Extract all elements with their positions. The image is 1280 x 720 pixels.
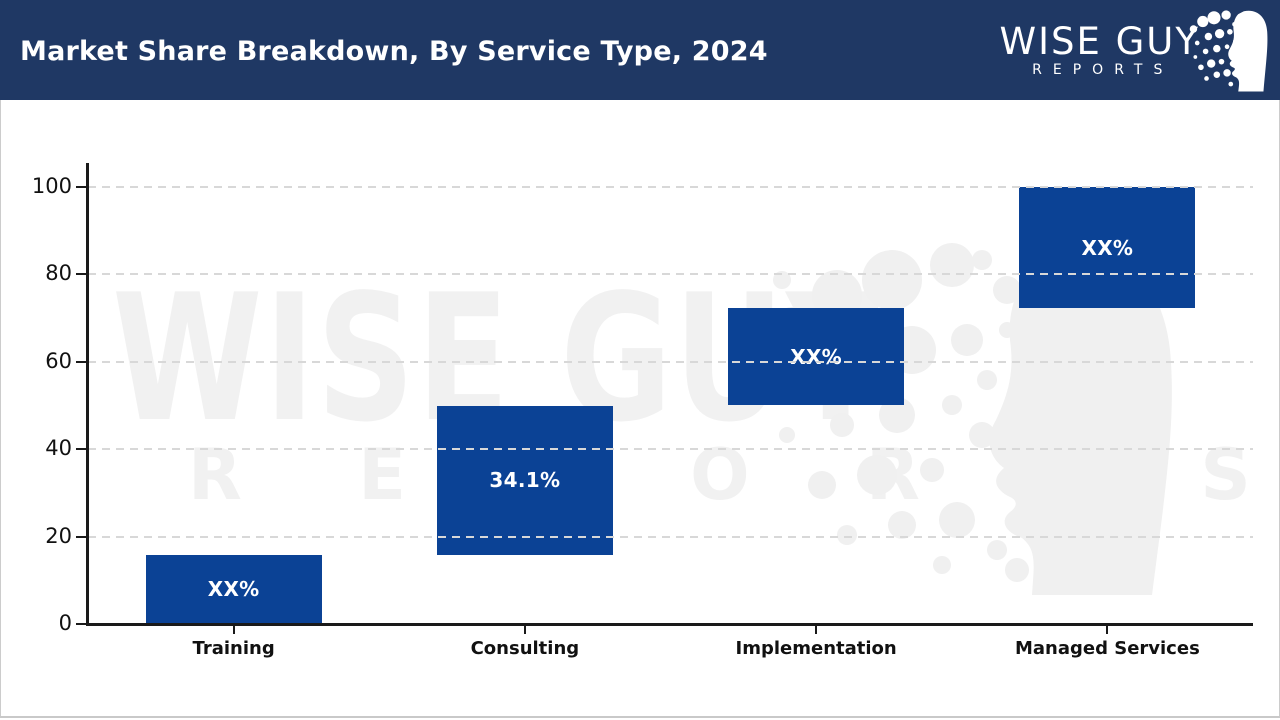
page-title: Market Share Breakdown, By Service Type,…	[20, 36, 768, 67]
x-tickmark-3	[815, 626, 818, 634]
y-tick-label-80: 80	[45, 261, 72, 286]
x-category-label-training: Training	[192, 638, 275, 659]
x-category-label-managed-services: Managed Services	[1014, 638, 1200, 659]
gridline-60	[88, 360, 1253, 363]
bottom-border-line	[0, 716, 1280, 718]
x-axis-line	[86, 623, 1253, 626]
y-tick-label-20: 20	[45, 523, 72, 548]
logo-wordmark: WISE GUY	[999, 19, 1200, 63]
y-tickmark-60	[76, 360, 86, 363]
x-category-label-implementation: Implementation	[735, 638, 897, 659]
x-tickmark-1	[232, 626, 235, 634]
y-tickmark-0	[76, 623, 86, 625]
gridline-20	[88, 535, 1253, 538]
dotted-head-icon	[1189, 10, 1268, 92]
bar-implementation: XX%	[728, 308, 905, 406]
logo-subtitle: REPORTS	[1032, 62, 1174, 79]
bar-value-label: 34.1%	[489, 468, 561, 492]
logo-text: WISE GUY REPORTS	[999, 19, 1200, 79]
x-tickmark-2	[523, 626, 526, 634]
bar-value-label: XX%	[790, 344, 843, 369]
gridline-100	[88, 186, 1253, 188]
bar-value-label: XX%	[207, 577, 260, 602]
wise-guy-logo: WISE GUY REPORTS	[1000, 4, 1270, 96]
y-tick-label-60: 60	[45, 348, 72, 373]
y-tickmark-40	[76, 448, 86, 451]
bar-managed-services: XX%	[1019, 187, 1196, 309]
y-tick-label-100: 100	[31, 174, 72, 198]
y-tick-label-0: 0	[58, 611, 72, 635]
y-tickmark-80	[76, 273, 86, 276]
y-axis-line	[86, 163, 89, 626]
gridline-40	[88, 448, 1253, 451]
x-tickmark-4	[1106, 626, 1109, 634]
bar-consulting: 34.1%	[436, 405, 613, 555]
y-tickmark-100	[76, 186, 86, 188]
gridline-80	[88, 273, 1253, 276]
y-tickmark-20	[76, 535, 86, 538]
header: Market Share Breakdown, By Service Type,…	[0, 0, 1280, 100]
y-tick-label-40: 40	[45, 436, 72, 461]
x-category-label-consulting: Consulting	[470, 638, 580, 659]
bar-training: XX%	[145, 554, 322, 624]
bar-value-label: XX%	[1081, 235, 1134, 260]
